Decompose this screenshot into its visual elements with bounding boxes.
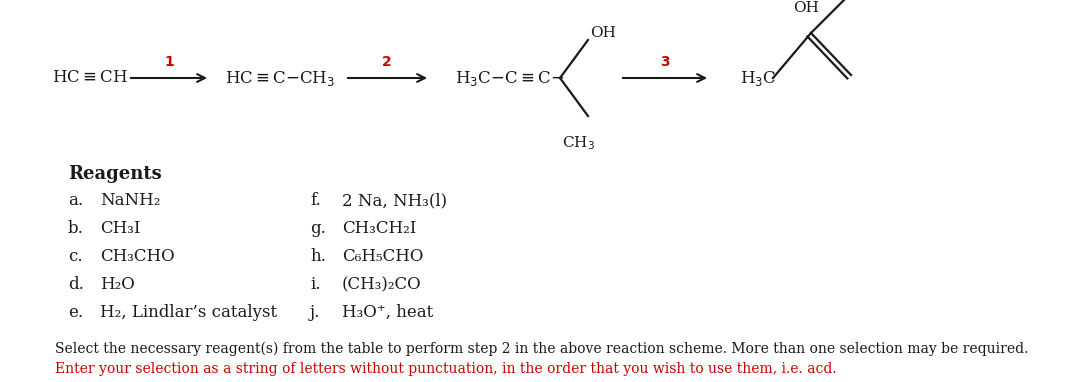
Text: Enter your selection as a string of letters without punctuation, in the order th: Enter your selection as a string of lett… (54, 362, 836, 376)
Text: H₂O: H₂O (100, 276, 135, 293)
Text: 1: 1 (164, 55, 174, 69)
Text: 2: 2 (382, 55, 392, 69)
Text: C₆H₅CHO: C₆H₅CHO (342, 248, 423, 265)
Text: h.: h. (310, 248, 326, 265)
Text: j.: j. (310, 304, 320, 321)
Text: f.: f. (310, 192, 320, 209)
Text: 3: 3 (660, 55, 670, 69)
Text: g.: g. (310, 220, 326, 237)
Text: CH₃CHO: CH₃CHO (100, 248, 175, 265)
Text: OH: OH (794, 1, 819, 15)
Text: a.: a. (68, 192, 83, 209)
Text: HC$\equiv$CH: HC$\equiv$CH (52, 70, 128, 86)
Text: Select the necessary reagent(s) from the table to perform step 2 in the above re: Select the necessary reagent(s) from the… (54, 342, 1028, 356)
Text: b.: b. (68, 220, 84, 237)
Text: H$_3$C: H$_3$C (740, 68, 776, 87)
Text: c.: c. (68, 248, 82, 265)
Text: NaNH₂: NaNH₂ (100, 192, 160, 209)
Text: H$_3$C$-$C$\equiv$C$-$: H$_3$C$-$C$\equiv$C$-$ (455, 68, 565, 87)
Text: e.: e. (68, 304, 83, 321)
Text: d.: d. (68, 276, 84, 293)
Text: 2 Na, NH₃(l): 2 Na, NH₃(l) (342, 192, 447, 209)
Text: H₃O⁺, heat: H₃O⁺, heat (342, 304, 434, 321)
Text: Reagents: Reagents (68, 165, 161, 183)
Text: OH: OH (590, 26, 616, 40)
Text: CH₃I: CH₃I (100, 220, 141, 237)
Text: H₂, Lindlar’s catalyst: H₂, Lindlar’s catalyst (100, 304, 277, 321)
Text: (CH₃)₂CO: (CH₃)₂CO (342, 276, 422, 293)
Text: CH$_3$: CH$_3$ (562, 134, 595, 152)
Text: i.: i. (310, 276, 320, 293)
Text: HC$\equiv$C$-$CH$_3$: HC$\equiv$C$-$CH$_3$ (225, 68, 335, 87)
Text: CH₃CH₂I: CH₃CH₂I (342, 220, 417, 237)
